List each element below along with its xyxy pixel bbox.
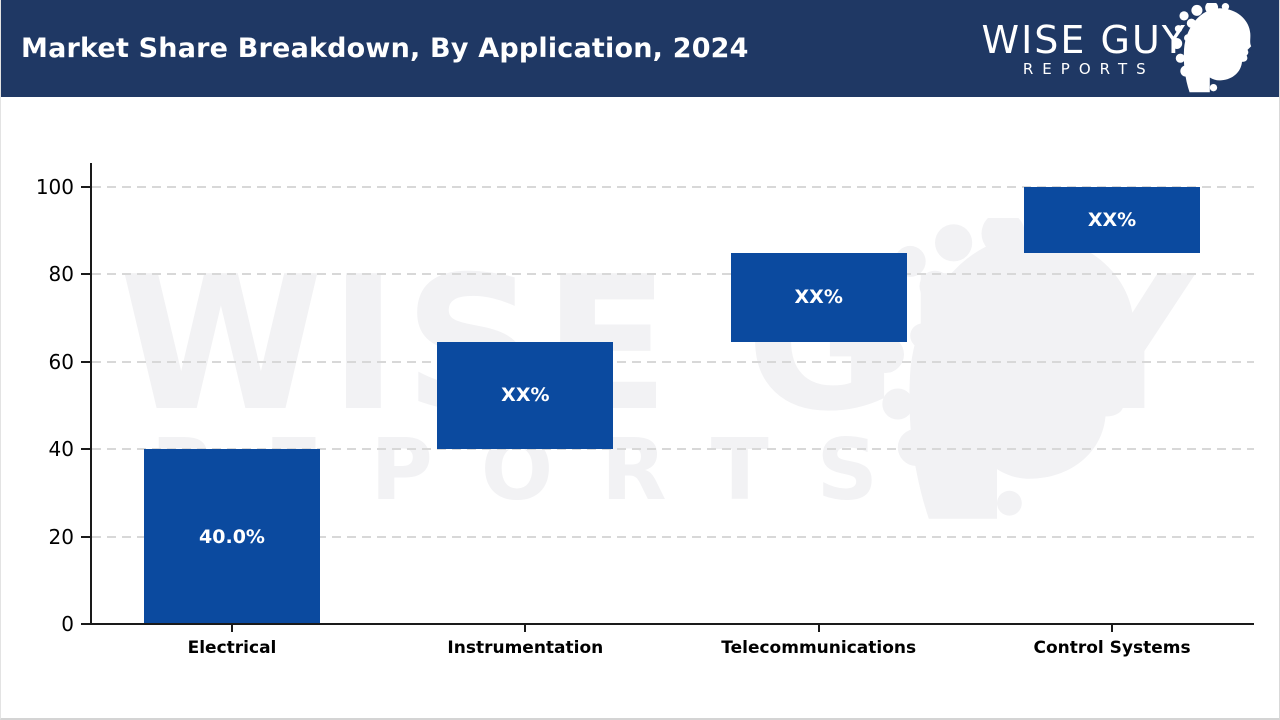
gridline-20 bbox=[92, 535, 1254, 538]
logo-wordmark: WISE GUY bbox=[981, 17, 1187, 62]
bar-telecommunications: XX% bbox=[730, 253, 907, 342]
y-axis-tick-label: 80 bbox=[48, 262, 74, 286]
plot-area: 0 20 40 60 80 100 40.0% Electrical XX% Instrument… bbox=[36, 163, 1254, 658]
bar-value-label: 40.0% bbox=[199, 525, 265, 548]
y-axis-tick bbox=[81, 623, 90, 625]
y-axis-tick-label: 60 bbox=[48, 349, 74, 374]
logo-text: WISE GUY REPORTS bbox=[982, 21, 1187, 77]
y-axis-tick bbox=[81, 185, 90, 188]
category-label-instrumentation: Instrumentation bbox=[447, 638, 604, 658]
y-axis-tick-label: 20 bbox=[48, 524, 74, 549]
bar-instrumentation: XX% bbox=[437, 341, 614, 449]
logo-subtitle: REPORTS bbox=[1022, 59, 1155, 78]
y-axis-tick-label: 40 bbox=[48, 437, 74, 461]
category-label-telecommunications: Telecommunications bbox=[721, 638, 917, 658]
watermark-dotted-head bbox=[873, 218, 1137, 519]
dotted-head-icon bbox=[1173, 2, 1252, 92]
gridline-60 bbox=[92, 360, 1254, 363]
y-axis-tick-label: 0 bbox=[61, 612, 74, 636]
y-axis-tick bbox=[81, 448, 90, 450]
y-axis-tick bbox=[81, 360, 90, 363]
bar-value-label: XX% bbox=[501, 384, 550, 407]
x-axis-tick bbox=[817, 624, 820, 632]
gridline-100 bbox=[92, 185, 1254, 188]
page-title: Market Share Breakdown, By Application, … bbox=[21, 33, 749, 64]
category-label-control-systems: Control Systems bbox=[1033, 638, 1191, 658]
x-axis-line bbox=[90, 623, 1254, 625]
y-axis-tick bbox=[81, 535, 90, 538]
y-axis-tick-label: 100 bbox=[35, 174, 74, 199]
wise-guy-reports-logo: WISE GUY REPORTS bbox=[982, 2, 1265, 95]
y-axis-line bbox=[90, 163, 92, 624]
gridline-40 bbox=[92, 448, 1254, 450]
gridline-80 bbox=[92, 273, 1254, 275]
bar-value-label: XX% bbox=[794, 286, 843, 309]
category-label-electrical: Electrical bbox=[187, 638, 277, 658]
bar-control-systems: XX% bbox=[1024, 186, 1201, 253]
header: Market Share Breakdown, By Application, … bbox=[1, 0, 1279, 97]
x-axis-tick bbox=[524, 624, 527, 632]
x-axis-tick bbox=[1111, 624, 1114, 632]
y-axis-tick bbox=[81, 273, 90, 275]
bar-value-label: XX% bbox=[1087, 208, 1137, 231]
bar-electrical: 40.0% bbox=[144, 449, 320, 624]
x-axis-tick bbox=[231, 624, 233, 632]
